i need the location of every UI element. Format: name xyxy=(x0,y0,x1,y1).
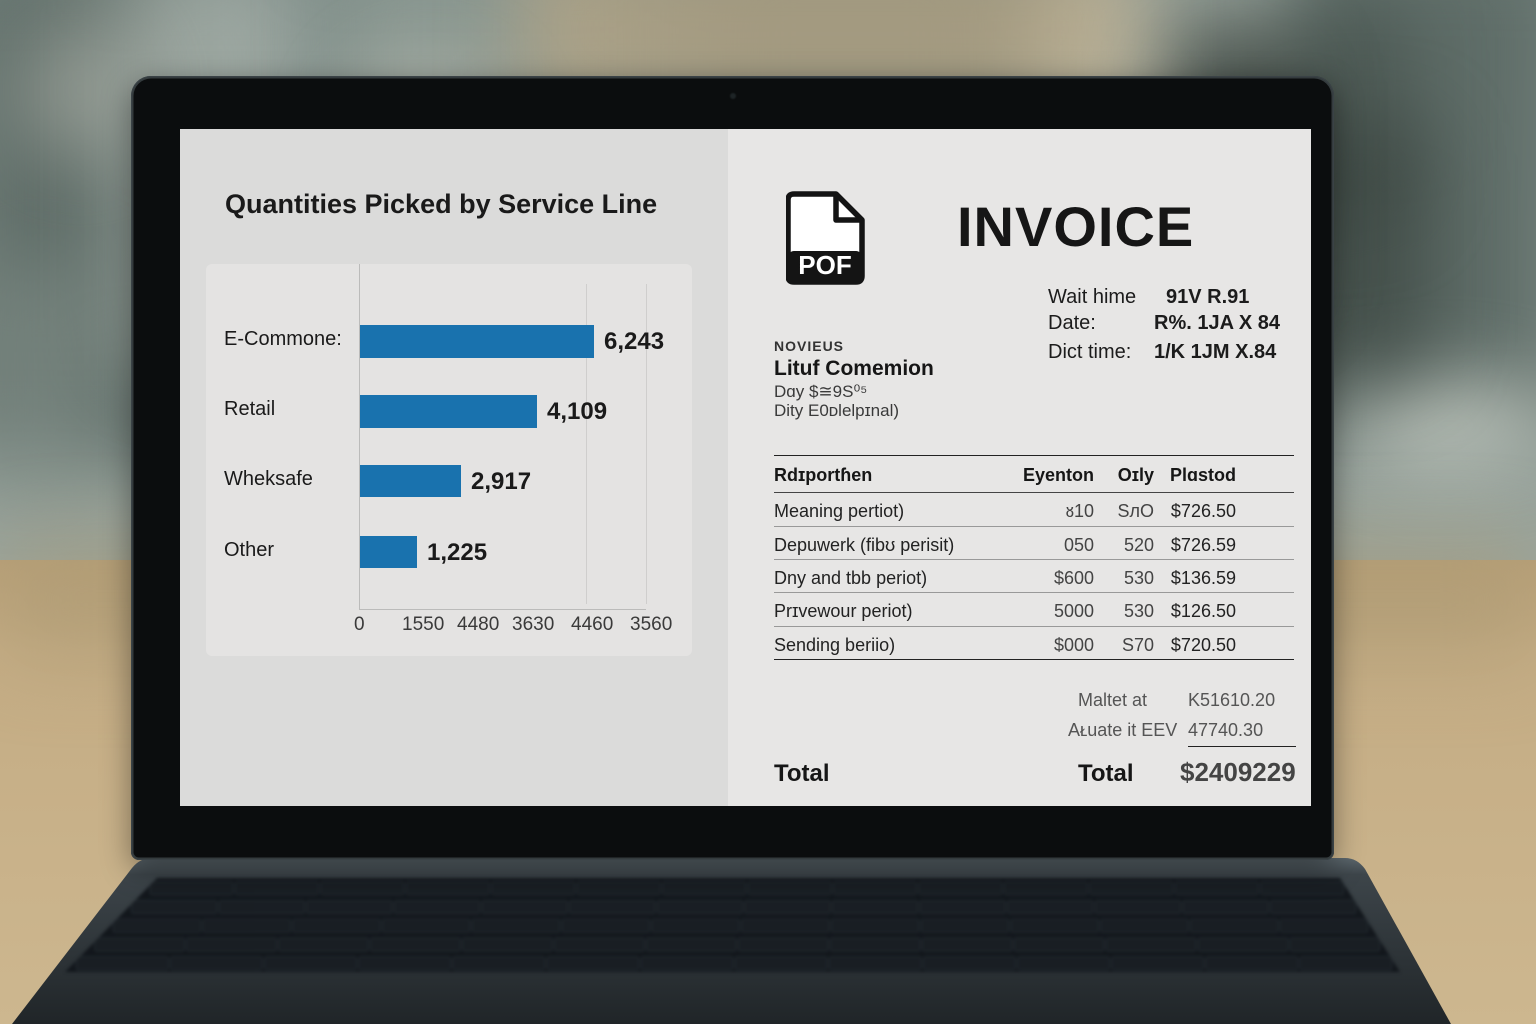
svg-text:POF: POF xyxy=(798,250,851,280)
